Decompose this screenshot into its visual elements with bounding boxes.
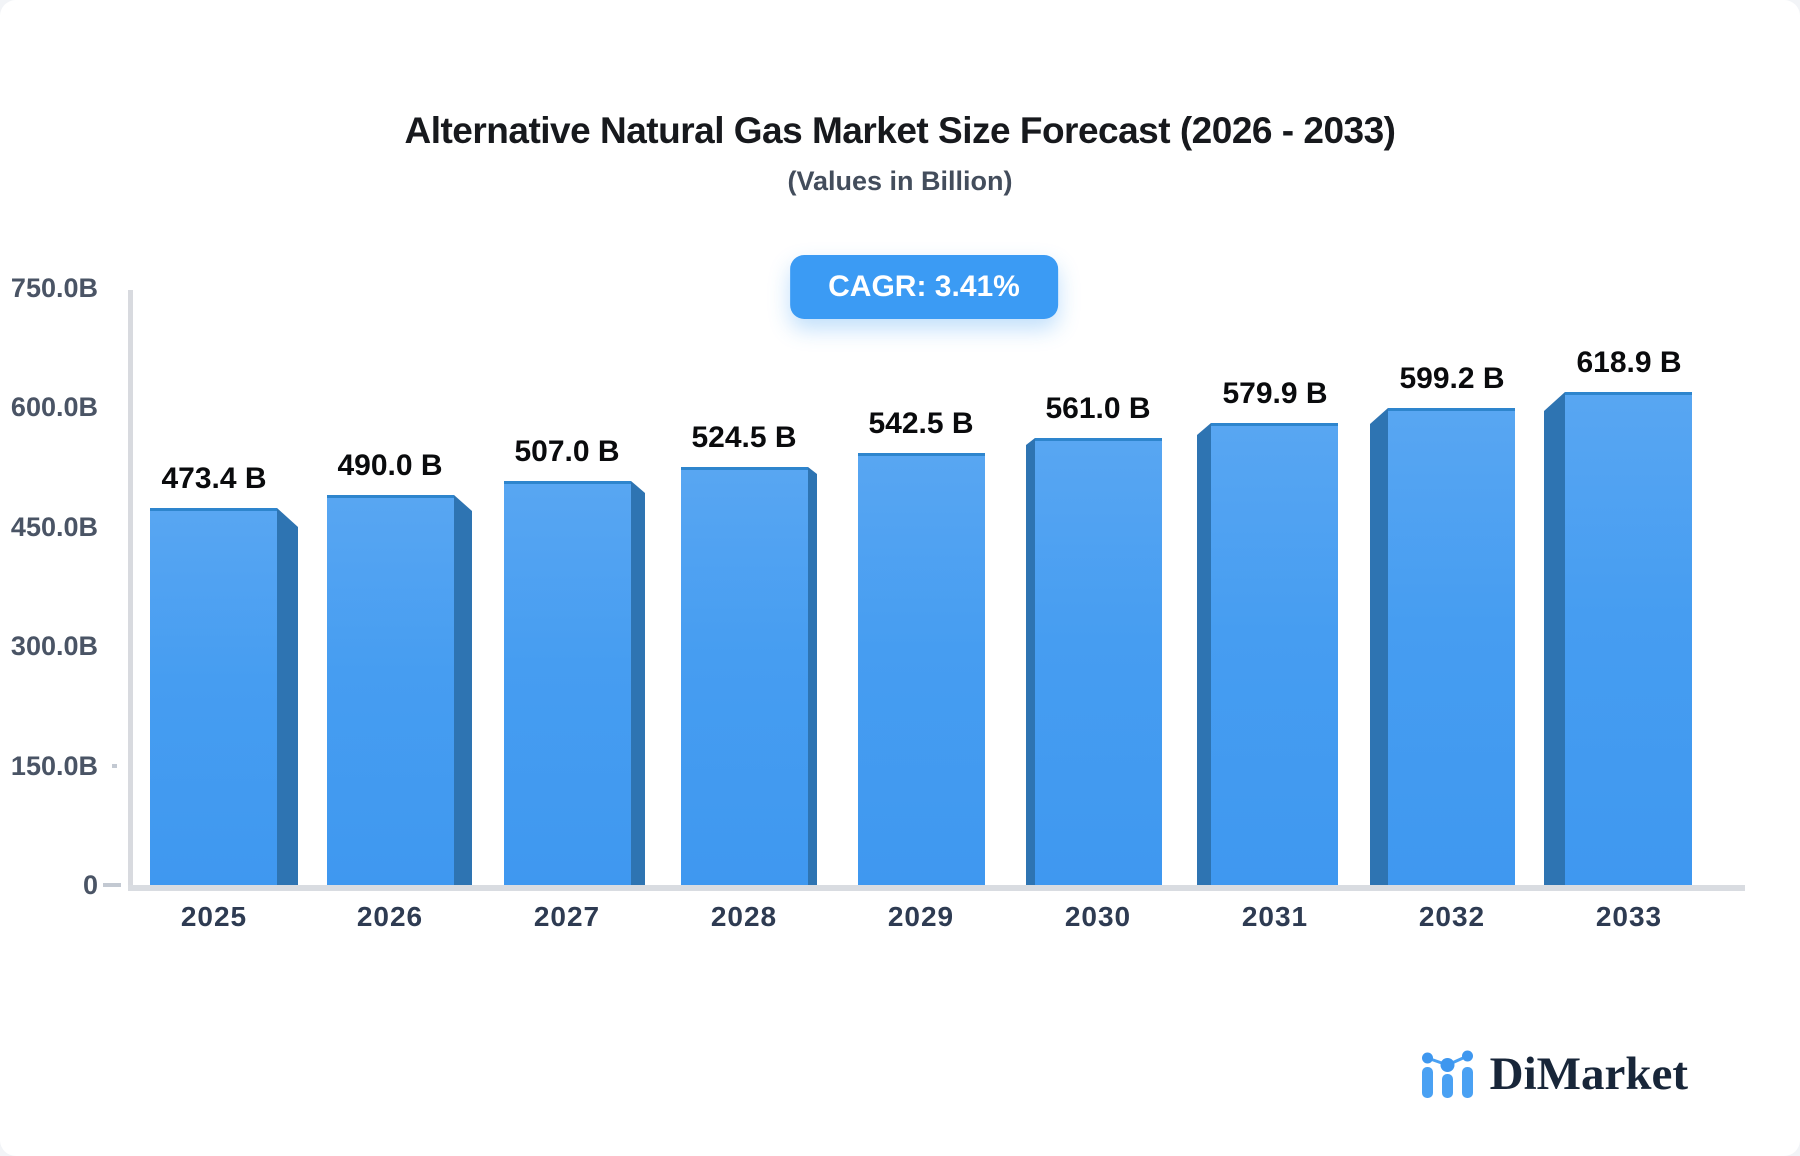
y-tick-300.0B: 300.0B	[10, 631, 98, 661]
bar-2033[interactable]	[1565, 392, 1692, 885]
bar-2028[interactable]	[681, 467, 808, 885]
bar-value-2032: 599.2 B	[1399, 362, 1505, 395]
x-label-2030: 2030	[1064, 901, 1132, 932]
y-axis-line	[128, 290, 133, 891]
y-tick-750.0B: 750.0B	[10, 272, 98, 303]
bar-side-2025[interactable]	[277, 508, 298, 885]
bar-value-2031: 579.9 B	[1222, 377, 1328, 410]
bar-side-2028[interactable]	[808, 467, 817, 885]
bar-side-2031[interactable]	[1197, 423, 1211, 885]
y-tick-450.0B: 450.0B	[10, 511, 98, 542]
tick-mark-150	[112, 763, 117, 768]
x-axis-line	[128, 885, 1745, 891]
chart-title: Alternative Natural Gas Market Size Fore…	[404, 110, 1396, 151]
y-tick-600.0B: 600.0B	[10, 392, 98, 422]
bar-value-2030: 561.0 B	[1045, 392, 1151, 425]
y-tick-0: 0	[82, 870, 98, 900]
x-label-2025: 2025	[180, 901, 248, 932]
cagr-badge: CAGR: 3.41%	[790, 255, 1058, 319]
bar-2027[interactable]	[504, 481, 631, 885]
bar-value-2029: 542.5 B	[868, 407, 974, 440]
bar-side-2030[interactable]	[1026, 438, 1035, 885]
mini-bar-chart-icon	[1421, 1050, 1473, 1098]
bar-2029[interactable]	[858, 453, 985, 885]
bar-value-2027: 507.0 B	[514, 435, 620, 468]
bar-side-2032[interactable]	[1370, 408, 1388, 885]
bar-side-2033[interactable]	[1544, 392, 1565, 885]
bar-value-2025: 473.4 B	[161, 462, 267, 495]
bar-side-2026[interactable]	[454, 495, 472, 885]
x-label-2029: 2029	[887, 901, 955, 932]
dimarket-logo: DiMarket	[1419, 1050, 1688, 1098]
bar-value-2026: 490.0 B	[337, 449, 443, 482]
x-label-2031: 2031	[1241, 901, 1309, 932]
bar-2031[interactable]	[1211, 423, 1338, 885]
bar-side-2027[interactable]	[631, 481, 645, 885]
bar-value-2033: 618.9 B	[1576, 346, 1682, 379]
x-label-2028: 2028	[710, 901, 778, 932]
chart-subtitle: (Values in Billion)	[787, 166, 1013, 196]
bar-2030[interactable]	[1035, 438, 1162, 885]
x-label-2026: 2026	[356, 901, 424, 932]
zero-tick-mark	[103, 883, 121, 887]
bar-2025[interactable]	[150, 508, 277, 885]
bar-2026[interactable]	[327, 495, 454, 885]
x-label-2032: 2032	[1418, 901, 1486, 932]
x-label-2033: 2033	[1595, 901, 1663, 932]
bar-value-2028: 524.5 B	[691, 421, 797, 454]
x-label-2027: 2027	[533, 901, 601, 932]
logo-text: DiMarket	[1489, 1048, 1688, 1100]
bar-2032[interactable]	[1388, 408, 1515, 885]
y-tick-150.0B: 150.0B	[10, 750, 98, 781]
